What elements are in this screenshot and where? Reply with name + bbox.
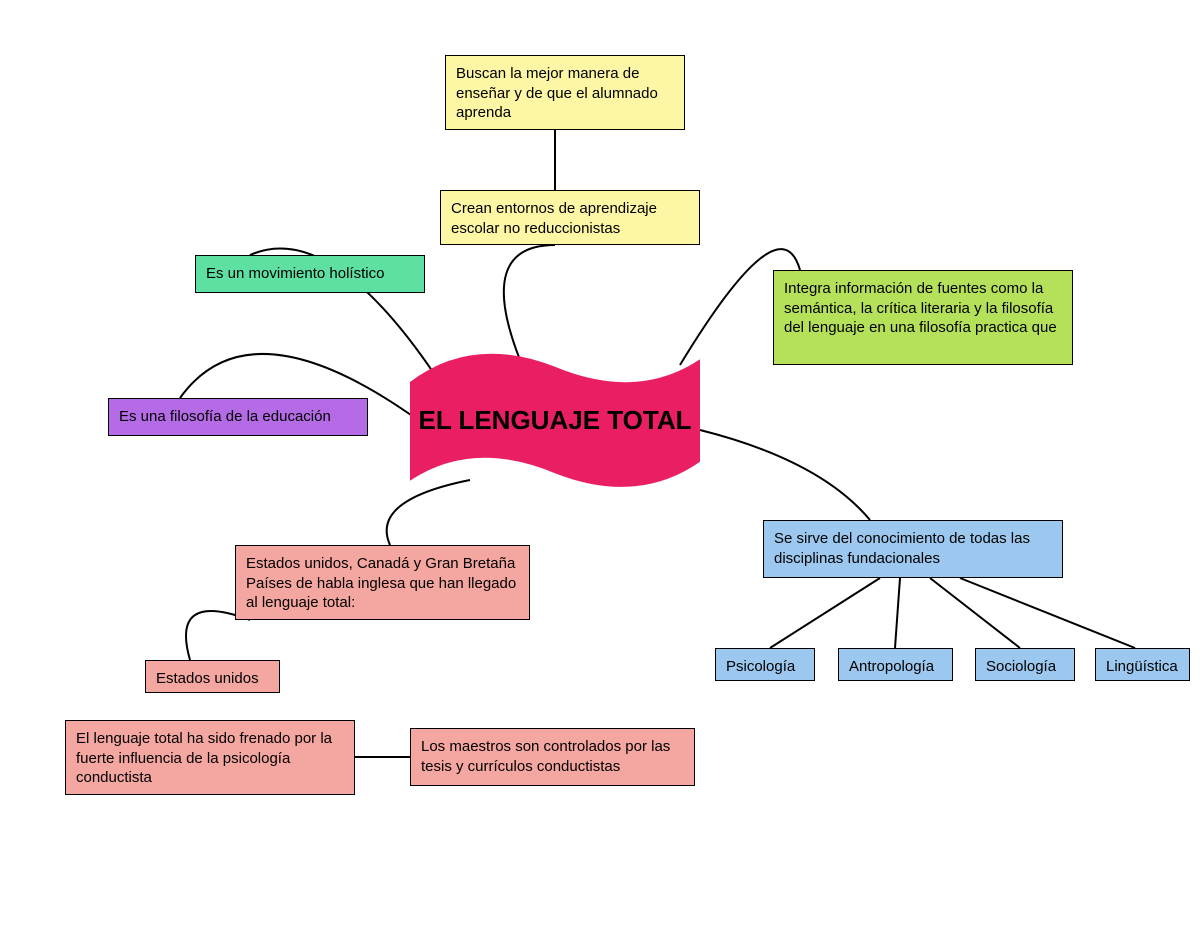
node-pink-paises: Estados unidos, Canadá y Gran Bretaña Pa…: [235, 545, 530, 620]
node-blue-disciplinas: Se sirve del conocimiento de todas las d…: [763, 520, 1063, 578]
node-lime-integra: Integra información de fuentes como la s…: [773, 270, 1073, 365]
center-label: EL LENGUAJE TOTAL: [418, 405, 691, 436]
node-blue-linguistica: Lingüística: [1095, 648, 1190, 681]
node-pink-frenado: El lenguaje total ha sido frenado por la…: [65, 720, 355, 795]
node-blue-antropologia: Antropología: [838, 648, 953, 681]
node-pink-maestros: Los maestros son controlados por las tes…: [410, 728, 695, 786]
node-yellow-mid: Crean entornos de aprendizaje escolar no…: [440, 190, 700, 245]
center-node: EL LENGUAJE TOTAL: [410, 345, 700, 495]
node-pink-eu: Estados unidos: [145, 660, 280, 693]
node-yellow-top: Buscan la mejor manera de enseñar y de q…: [445, 55, 685, 130]
node-green-holistic: Es un movimiento holístico: [195, 255, 425, 293]
node-purple-filosofia: Es una filosofía de la educación: [108, 398, 368, 436]
node-blue-psicologia: Psicología: [715, 648, 815, 681]
node-blue-sociologia: Sociología: [975, 648, 1075, 681]
